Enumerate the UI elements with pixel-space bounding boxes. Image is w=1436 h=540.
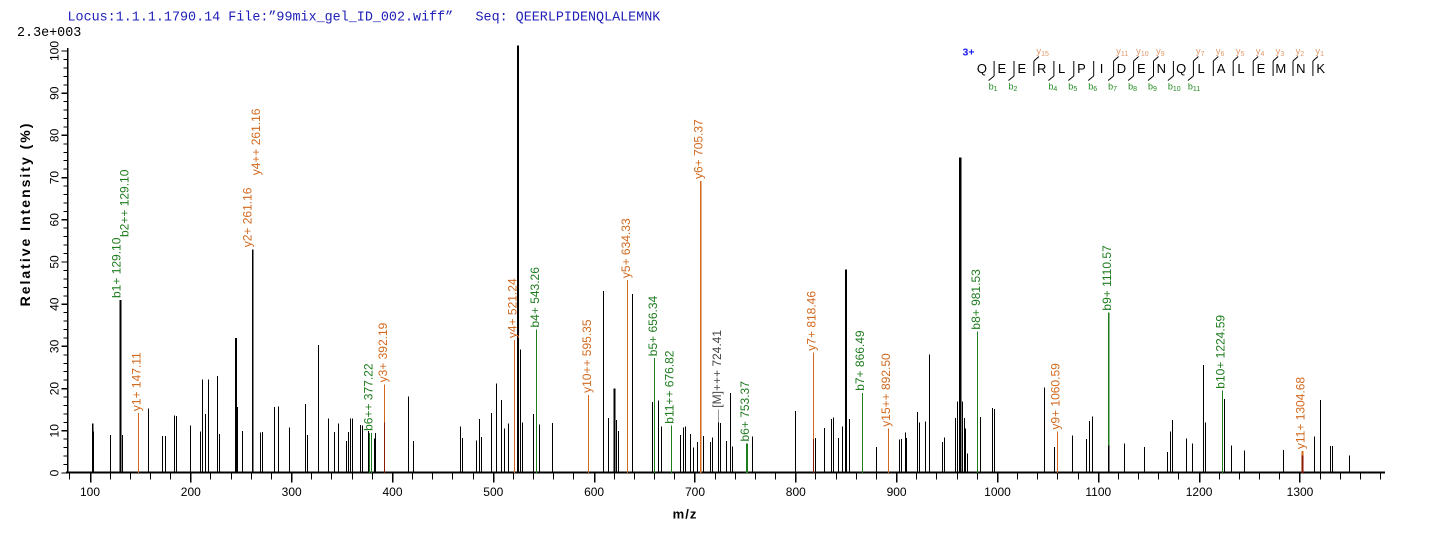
svg-text:y15: y15 (1036, 46, 1049, 58)
svg-text:y10: y10 (1136, 46, 1149, 58)
svg-text:y3: y3 (1276, 46, 1285, 58)
svg-text:y9: y9 (1156, 46, 1165, 58)
svg-text:K: K (1316, 61, 1325, 76)
svg-text:b4: b4 (1048, 81, 1057, 93)
svg-text:80: 80 (48, 128, 62, 142)
svg-text:y1: y1 (1315, 46, 1324, 58)
svg-text:b7+ 866.49: b7+ 866.49 (853, 330, 867, 391)
svg-text:0: 0 (48, 469, 62, 476)
svg-text:b6+ 753.37: b6+ 753.37 (738, 381, 752, 442)
svg-text:b10: b10 (1168, 81, 1181, 93)
svg-text:I: I (1100, 61, 1104, 76)
svg-text:y10++ 595.35: y10++ 595.35 (580, 319, 594, 393)
svg-text:30: 30 (48, 339, 62, 353)
svg-text:Locus:1.1.1.1790.14 File:”99mi: Locus:1.1.1.1790.14 File:”99mix_gel_ID_0… (68, 10, 454, 25)
svg-text:y11: y11 (1116, 46, 1128, 58)
svg-text:y4: y4 (1256, 46, 1265, 58)
svg-text:y9+ 1060.59: y9+ 1060.59 (1048, 363, 1062, 430)
svg-text:b8+ 981.53: b8+ 981.53 (969, 269, 983, 330)
svg-text:50: 50 (48, 255, 62, 269)
svg-text:2.3e+003: 2.3e+003 (17, 26, 81, 41)
svg-text:y1+ 147.11: y1+ 147.11 (130, 352, 144, 411)
svg-text:b2: b2 (1009, 81, 1018, 93)
svg-text:3+: 3+ (963, 47, 975, 59)
svg-text:y4++ 261.16: y4++ 261.16 (249, 108, 263, 175)
svg-text:1100: 1100 (1085, 485, 1111, 499)
svg-text:A: A (1217, 61, 1226, 76)
svg-text:E: E (1137, 61, 1146, 76)
svg-text:Relative Intensity (%): Relative Intensity (%) (17, 122, 33, 307)
svg-text:b5: b5 (1068, 81, 1077, 93)
svg-text:b11: b11 (1188, 81, 1200, 93)
svg-text:E: E (1017, 61, 1026, 76)
svg-text:90: 90 (48, 86, 62, 100)
svg-text:70: 70 (48, 171, 62, 185)
svg-text:D: D (1117, 61, 1126, 76)
svg-text:300: 300 (282, 485, 302, 499)
svg-text:20: 20 (48, 382, 62, 396)
svg-text:Seq: QEERLPIDENQLALEMNK: Seq: QEERLPIDENQLALEMNK (476, 10, 662, 25)
svg-text:b6++ 377.22: b6++ 377.22 (361, 363, 375, 431)
svg-text:b7: b7 (1108, 81, 1117, 93)
svg-text:L: L (1197, 61, 1204, 76)
svg-text:b8: b8 (1128, 81, 1137, 93)
svg-text:y7+ 818.46: y7+ 818.46 (805, 291, 819, 351)
svg-text:y7: y7 (1196, 46, 1205, 58)
svg-text:b11++ 676.82: b11++ 676.82 (663, 350, 677, 424)
svg-text:100: 100 (48, 41, 62, 61)
svg-text:700: 700 (685, 485, 705, 499)
svg-text:b9: b9 (1148, 81, 1157, 93)
svg-text:[M]+++ 724.41: [M]+++ 724.41 (710, 330, 724, 408)
svg-text:1300: 1300 (1287, 485, 1314, 499)
svg-text:y5: y5 (1236, 46, 1245, 58)
svg-text:y11+ 1304.68: y11+ 1304.68 (1294, 377, 1308, 450)
svg-text:E: E (1257, 61, 1266, 76)
svg-text:y4+ 521.24: y4+ 521.24 (505, 278, 519, 338)
svg-text:b2++ 129.10: b2++ 129.10 (117, 169, 131, 237)
svg-text:y6: y6 (1216, 46, 1225, 58)
svg-text:N: N (1296, 61, 1305, 76)
svg-text:E: E (997, 61, 1006, 76)
svg-text:b5+ 656.34: b5+ 656.34 (646, 295, 660, 356)
svg-text:60: 60 (48, 213, 62, 227)
svg-text:y15++ 892.50: y15++ 892.50 (879, 353, 893, 427)
svg-text:L: L (1058, 61, 1065, 76)
svg-text:m/z: m/z (673, 507, 698, 522)
svg-text:Q: Q (977, 61, 987, 76)
svg-text:y5+ 634.33: y5+ 634.33 (619, 218, 633, 278)
svg-text:10: 10 (48, 424, 62, 438)
svg-text:b9+ 1110.57: b9+ 1110.57 (1100, 245, 1114, 311)
svg-text:600: 600 (584, 485, 604, 499)
svg-text:40: 40 (48, 297, 62, 311)
svg-text:400: 400 (382, 485, 402, 499)
svg-text:y6+ 705.37: y6+ 705.37 (691, 119, 705, 179)
svg-text:P: P (1077, 61, 1086, 76)
svg-text:R: R (1037, 61, 1046, 76)
svg-text:M: M (1275, 61, 1286, 76)
svg-text:1000: 1000 (984, 485, 1011, 499)
svg-text:b4+ 543.26: b4+ 543.26 (528, 267, 542, 328)
svg-text:N: N (1157, 61, 1166, 76)
svg-text:L: L (1237, 61, 1244, 76)
svg-text:Q: Q (1176, 61, 1186, 76)
svg-text:1200: 1200 (1186, 485, 1213, 499)
svg-text:y2+ 261.16: y2+ 261.16 (240, 187, 254, 247)
svg-text:500: 500 (483, 485, 503, 499)
svg-text:800: 800 (786, 485, 806, 499)
svg-text:y3+ 392.19: y3+ 392.19 (376, 322, 390, 382)
svg-text:b10+ 1224.59: b10+ 1224.59 (1214, 315, 1228, 389)
svg-text:100: 100 (80, 485, 100, 499)
svg-text:200: 200 (181, 485, 201, 499)
svg-text:900: 900 (887, 485, 907, 499)
svg-text:y2: y2 (1296, 46, 1305, 58)
svg-text:b1: b1 (989, 81, 998, 93)
svg-text:b6: b6 (1088, 81, 1097, 93)
svg-text:b1+ 129.10: b1+ 129.10 (109, 237, 123, 298)
